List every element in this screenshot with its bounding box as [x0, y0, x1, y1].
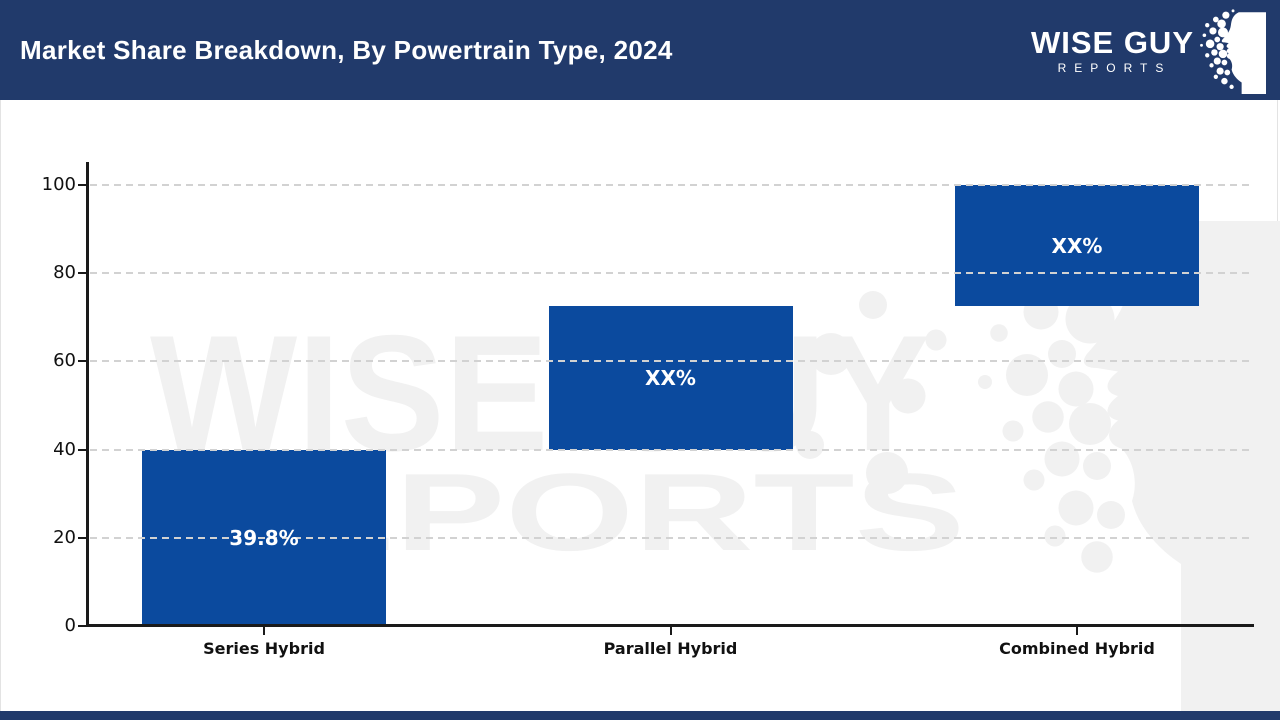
- y-tick-mark: [78, 360, 86, 363]
- bar-value-label: 39.8%: [229, 526, 299, 551]
- bar-value-label: XX%: [1051, 233, 1103, 258]
- y-tick-label: 0: [64, 615, 76, 636]
- y-tick-label: 60: [53, 350, 76, 372]
- gridline-40: [90, 448, 1253, 451]
- x-axis-line: [86, 624, 1254, 627]
- y-tick-mark: [78, 536, 86, 539]
- y-tick-mark: [78, 448, 86, 451]
- bar-value-label: XX%: [645, 366, 696, 391]
- wiseguy-face-icon: [1200, 9, 1266, 94]
- y-tick-mark: [78, 272, 86, 275]
- gridline-20: [90, 536, 1253, 539]
- footer-bar: [0, 711, 1280, 720]
- wiseguy-logo-text: WISE GUY REPORTS: [1031, 27, 1194, 75]
- bar-parallel-hybrid: [548, 306, 793, 451]
- x-category-label: Combined Hybrid: [999, 639, 1155, 658]
- x-category-label: Series Hybrid: [203, 639, 325, 658]
- gridline-100: [90, 184, 1253, 186]
- y-tick-label: 20: [53, 526, 76, 548]
- logo-subtitle: REPORTS: [1057, 61, 1172, 75]
- y-tick-label: 100: [41, 174, 76, 195]
- y-tick-label: 80: [53, 262, 76, 284]
- x-tick-mark: [1076, 627, 1078, 635]
- y-axis-line: [86, 162, 89, 627]
- x-category-label: Parallel Hybrid: [603, 639, 738, 658]
- x-tick-mark: [263, 627, 265, 635]
- page-title: Market Share Breakdown, By Powertrain Ty…: [20, 34, 673, 65]
- y-tick-mark: [78, 625, 86, 627]
- x-tick-mark: [669, 627, 672, 635]
- wiseguy-logo: WISE GUY REPORTS: [1031, 6, 1266, 96]
- gridline-60: [90, 360, 1253, 363]
- y-tick-mark: [78, 184, 86, 186]
- gridline-80: [90, 272, 1253, 275]
- logo-wordmark: WISE GUY: [1030, 25, 1194, 60]
- header: Market Share Breakdown, By Powertrain Ty…: [0, 0, 1280, 100]
- left-edge-line: [0, 100, 1, 711]
- right-edge-line: [1277, 100, 1278, 711]
- y-tick-label: 40: [53, 438, 76, 460]
